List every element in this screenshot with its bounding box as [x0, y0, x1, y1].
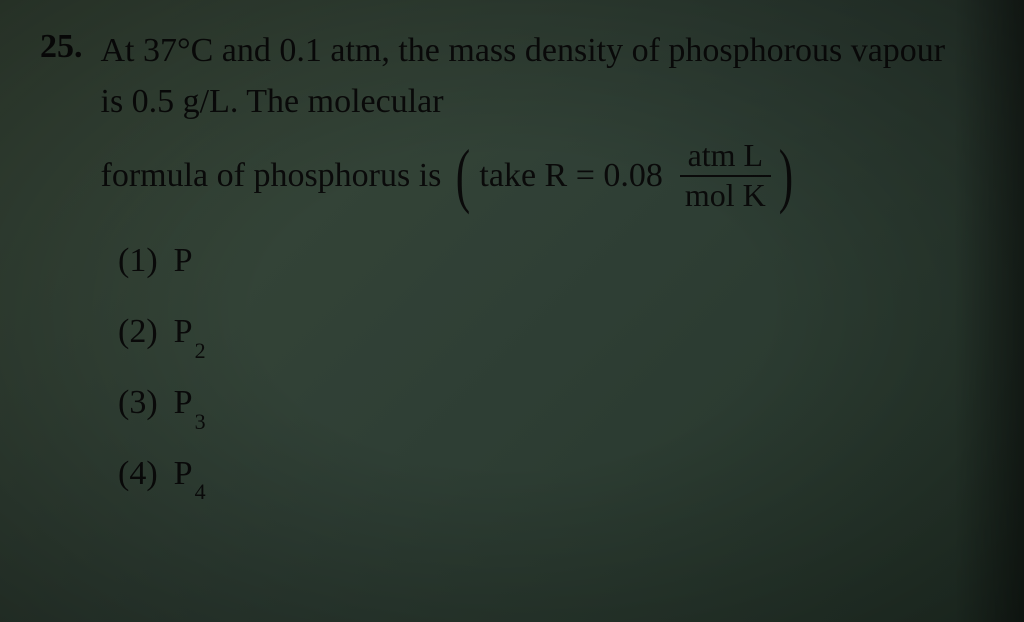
option-label: P3	[174, 384, 206, 427]
option-2: (2) P2	[118, 313, 964, 356]
option-label: P2	[174, 313, 206, 356]
option-subscript: 3	[195, 409, 206, 434]
options-list: (1) P (2) P2 (3) P3 (4) P4	[118, 242, 964, 497]
option-symbol: P	[174, 384, 193, 421]
formula-line: formula of phosphorus is ( take R = 0.08…	[101, 139, 965, 212]
open-paren: (	[456, 145, 470, 206]
option-number: (3)	[118, 384, 158, 422]
question-body: At 37°C and 0.1 atm, the mass density of…	[101, 25, 965, 212]
fraction: atm L mol K	[677, 139, 774, 212]
option-number: (2)	[118, 313, 158, 351]
paren-group: ( take R = 0.08 atm L mol K )	[451, 139, 797, 212]
formula-prefix: formula of phosphorus is	[101, 150, 442, 201]
fraction-numerator: atm L	[680, 139, 772, 177]
option-3: (3) P3	[118, 384, 964, 427]
question-number: 25.	[40, 25, 83, 69]
option-symbol: P	[174, 313, 193, 350]
option-label: P	[174, 242, 195, 285]
right-shadow	[954, 0, 1024, 622]
option-subscript: 2	[195, 338, 206, 363]
option-1: (1) P	[118, 242, 964, 285]
option-symbol: P	[174, 242, 193, 279]
fraction-denominator: mol K	[677, 177, 774, 213]
question-block: 25. At 37°C and 0.1 atm, the mass densit…	[40, 25, 964, 212]
question-line1: At 37°C and 0.1 atm, the mass density of…	[101, 32, 946, 120]
page-container: 25. At 37°C and 0.1 atm, the mass densit…	[0, 0, 1024, 622]
close-paren: )	[779, 145, 793, 206]
option-4: (4) P4	[118, 455, 964, 498]
option-symbol: P	[174, 455, 193, 492]
option-number: (4)	[118, 455, 158, 493]
take-r-text: take R = 0.08	[479, 150, 662, 201]
option-label: P4	[174, 455, 206, 498]
option-subscript: 4	[195, 479, 206, 504]
option-number: (1)	[118, 242, 158, 280]
